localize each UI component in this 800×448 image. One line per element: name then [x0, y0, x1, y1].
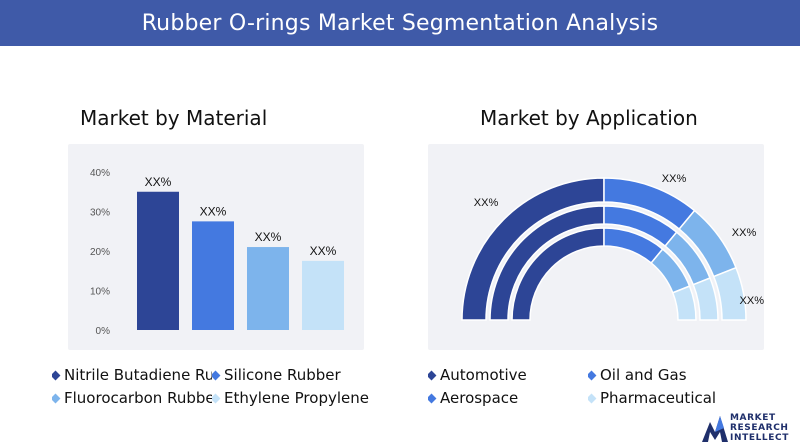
y-tick-label: 40% [90, 168, 110, 179]
legend-marker-icon [212, 370, 221, 380]
legend-marker-icon [52, 393, 61, 403]
legend-item: Aerospace [428, 389, 518, 407]
logo-line-1: MARKET [730, 413, 776, 423]
legend-label: Pharmaceutical [600, 389, 717, 407]
legend-label: Automotive [440, 366, 527, 384]
legend-label: Aerospace [440, 389, 519, 407]
legend-item: Pharmaceutical [588, 389, 716, 407]
donut-segment-4-ring-1 [712, 266, 747, 321]
legend-label: Oil and Gas [600, 366, 687, 384]
legend-item: Automotive [428, 366, 527, 384]
logo-line-2: RESEARCH [730, 423, 789, 433]
donut-segment-4-ring-2 [692, 277, 719, 321]
bar-4 [302, 260, 344, 330]
legend-marker-icon [588, 393, 597, 403]
logo-line-3: INTELLECT [730, 433, 789, 443]
y-tick-label: 10% [90, 287, 110, 298]
bar-1 [137, 191, 179, 330]
logo-mark-icon [702, 416, 728, 442]
legend-label: Nitrile Butadiene Rub [64, 366, 212, 384]
legend-item: Nitrile Butadiene Rub [52, 366, 212, 384]
bar-data-label: XX% [145, 175, 172, 189]
legend-label: Silicone Rubber [224, 366, 341, 384]
bar-2 [192, 221, 234, 330]
legend-marker-icon [428, 393, 437, 403]
donut-data-label: XX% [474, 197, 499, 209]
legend-marker-icon [428, 370, 437, 380]
legend-label: Fluorocarbon Rubber ( [64, 389, 212, 407]
donut-chart: XX% XX% XX% XX% [461, 173, 764, 321]
donut-data-label: XX% [662, 173, 687, 185]
y-tick-label: 30% [90, 208, 110, 219]
donut-chart-panel: XX% XX% XX% XX% [428, 144, 764, 350]
donut-data-label: XX% [732, 227, 757, 239]
logo-text: MARKET RESEARCH INTELLECT [730, 413, 789, 443]
legend-item: Ethylene Propylene Di [212, 389, 372, 407]
legend-label: Ethylene Propylene Di [224, 389, 372, 407]
bar-data-label: XX% [255, 230, 282, 244]
material-section-title: Market by Material [80, 106, 268, 130]
header-banner: Rubber O-rings Market Segmentation Analy… [0, 0, 800, 46]
company-logo: MARKET RESEARCH INTELLECT [700, 410, 796, 446]
legend-item: Silicone Rubber [212, 366, 341, 384]
donut-data-label: XX% [740, 295, 764, 307]
bar-data-label: XX% [310, 244, 337, 258]
bar-chart: 0% 10% 20% 30% 40% XX% XX% XX% XX% [90, 168, 344, 337]
legend-marker-icon [588, 370, 597, 380]
donut-segment-4-ring-3 [671, 285, 697, 321]
application-section-title: Market by Application [480, 106, 698, 130]
bar-data-label: XX% [200, 204, 227, 218]
legend-item: Fluorocarbon Rubber ( [52, 389, 212, 407]
page-title: Rubber O-rings Market Segmentation Analy… [141, 10, 659, 36]
bar-3 [247, 247, 289, 330]
y-tick-label: 0% [96, 326, 111, 337]
bar-chart-panel: 0% 10% 20% 30% 40% XX% XX% XX% XX% [68, 144, 364, 350]
legend-marker-icon [52, 370, 61, 380]
legend-item: Oil and Gas [588, 366, 687, 384]
legend-marker-icon [212, 393, 221, 403]
y-tick-label: 20% [90, 247, 110, 258]
